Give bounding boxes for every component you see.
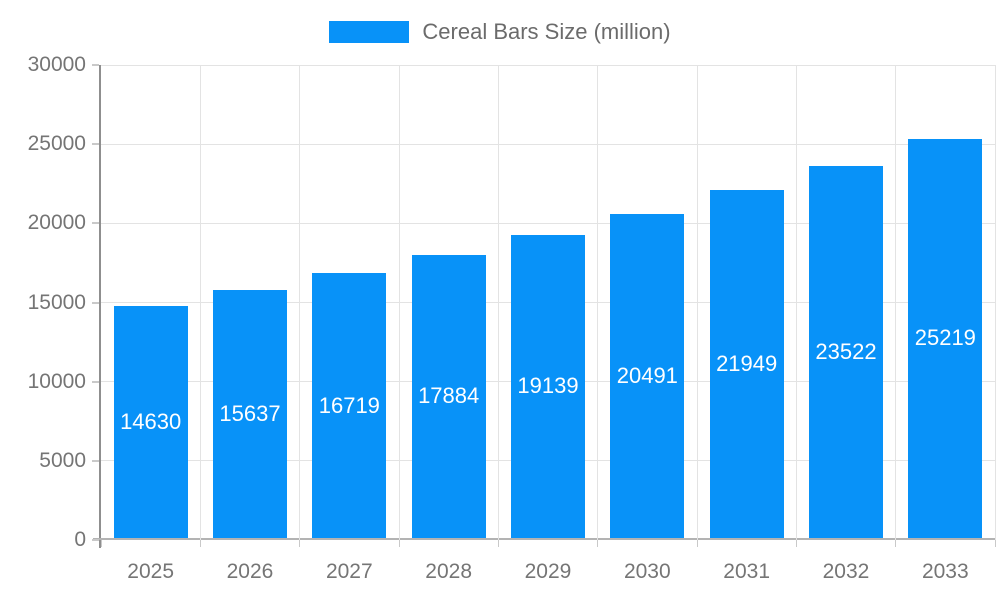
bar-2028[interactable]: 17884 [411,254,486,538]
vertical-gridline [199,65,201,540]
bar-value-label: 23522 [815,338,877,364]
bar-2032[interactable]: 23522 [809,165,883,538]
y-axis-tick [92,222,99,225]
y-axis-tick [92,143,99,146]
x-axis-label: 2026 [226,560,274,583]
vertical-gridline [398,65,400,540]
x-axis-tick [398,540,400,547]
y-axis-tick [92,64,99,66]
x-axis-tick [497,540,499,547]
x-axis-tick [795,540,797,547]
y-axis-label: 15000 [27,290,86,314]
bar-2025[interactable]: 14630 [113,306,188,538]
vertical-gridline [895,65,897,540]
x-axis-tick [299,540,301,547]
x-axis-tick [994,540,996,547]
horizontal-gridline [101,222,995,224]
legend[interactable]: Cereal Bars Size (million) [0,19,1000,45]
x-axis-tick [895,540,897,547]
bar-2027[interactable]: 16719 [312,273,387,538]
x-axis-tick [597,540,599,547]
y-axis-label: 20000 [27,211,86,235]
horizontal-gridline [101,143,995,145]
bar-value-label: 20491 [616,362,678,388]
bar-2026[interactable]: 15637 [213,290,287,538]
x-axis-tick [100,540,102,547]
x-axis-line [93,538,995,540]
y-axis-label: 0 [74,528,86,551]
bar-value-label: 21949 [716,351,778,377]
bar-value-label: 19139 [517,373,579,399]
bar-value-label: 25219 [914,325,976,351]
legend-swatch [329,21,410,43]
x-axis-label: 2025 [127,560,175,583]
horizontal-gridline [101,64,995,66]
y-axis-tick [92,459,99,462]
bar-2031[interactable]: 21949 [709,190,784,538]
vertical-gridline [795,65,797,540]
y-axis-label: 10000 [27,369,86,393]
vertical-gridline [597,65,599,540]
x-axis-label: 2028 [425,560,473,583]
vertical-gridline [299,65,301,540]
bar-2029[interactable]: 19139 [511,234,585,538]
bar-value-label: 15637 [219,401,281,427]
x-axis-label: 2033 [921,560,969,583]
bar-value-label: 17884 [418,383,480,409]
bar-value-label: 16719 [318,392,380,418]
y-axis-tick [92,380,99,383]
vertical-gridline [994,65,996,540]
bar-2030[interactable]: 20491 [610,213,685,538]
plot-area: 0 5000 10000 15000 20000 25000 30000 2025 14630 2… [28,53,996,583]
legend-label: Cereal Bars Size (million) [422,19,671,44]
y-axis-tick [92,301,99,304]
bar-value-label: 14630 [120,409,182,435]
vertical-gridline [497,65,499,540]
bar-2033[interactable]: 25219 [908,138,983,538]
x-axis-label: 2029 [524,560,572,583]
x-axis-tick [199,540,201,547]
x-axis-label: 2031 [723,560,771,583]
x-axis-tick [696,540,698,547]
y-axis-tick [92,539,99,541]
x-axis-label: 2027 [325,560,373,583]
y-axis-label: 25000 [27,132,86,156]
x-axis-label: 2032 [822,560,870,583]
y-axis-line [99,65,101,548]
x-axis-label: 2030 [623,560,671,583]
y-axis-label: 5000 [39,448,86,472]
vertical-gridline [696,65,698,540]
y-axis-label: 30000 [27,53,86,76]
